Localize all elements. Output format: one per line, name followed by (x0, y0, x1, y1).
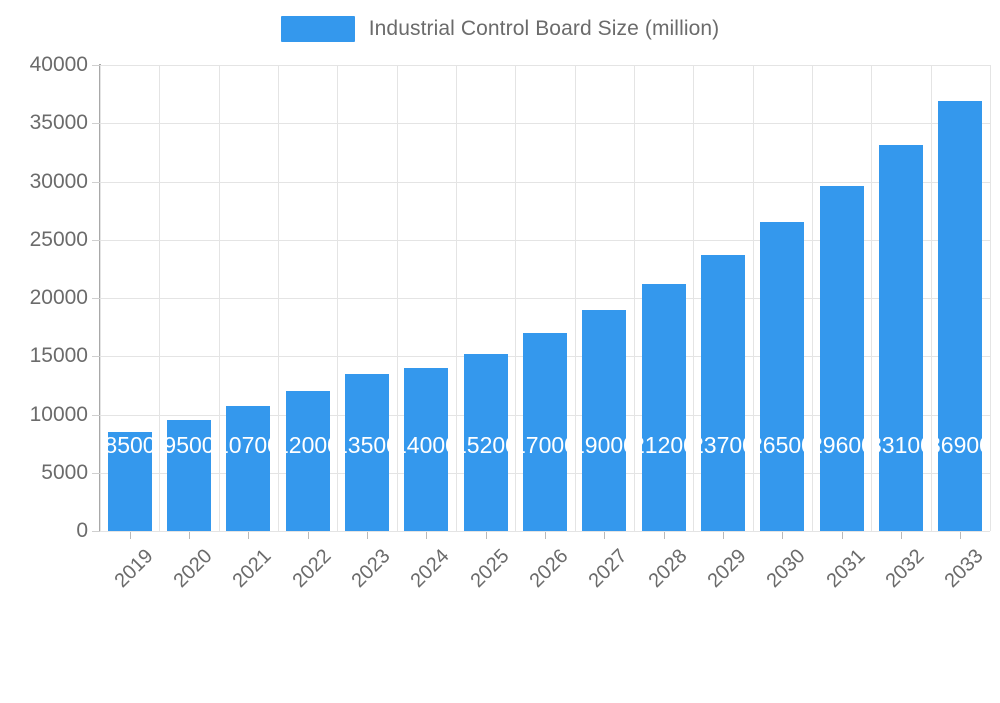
x-axis-tick-mark (664, 532, 665, 539)
gridline-vertical (515, 65, 516, 531)
y-axis-tick-label: 35000 (29, 111, 88, 135)
y-axis-tick-mark (92, 123, 100, 125)
gridline-vertical (397, 65, 398, 531)
gridline-vertical (219, 65, 220, 531)
gridline-vertical (871, 65, 872, 531)
plot-area: 8500 9500 10700 12000 13500 14000 15200 17000 19… (100, 65, 991, 532)
y-axis-tick-mark (92, 414, 100, 416)
gridline-horizontal (100, 65, 990, 66)
gridline-horizontal (100, 181, 990, 183)
x-axis-tick-mark (842, 532, 843, 539)
gridline-vertical (634, 65, 635, 531)
bar-value-label: 10700 (226, 431, 270, 458)
gridline-vertical (812, 65, 813, 531)
bar-2025[interactable]: 15200 (464, 353, 508, 531)
x-axis-tick-mark (723, 532, 724, 539)
bar-2021[interactable]: 10700 (226, 406, 270, 531)
bar-2026[interactable]: 17000 (523, 332, 567, 531)
x-axis-tick-mark (130, 532, 131, 539)
gridline-vertical (100, 65, 101, 531)
gridline-vertical (753, 65, 754, 531)
bar-2023[interactable]: 13500 (345, 373, 389, 531)
gridline-vertical (337, 65, 338, 531)
legend-item-industrial-control-board-size[interactable]: Industrial Control Board Size (million) (280, 16, 720, 42)
bar-2033[interactable]: 36900 (938, 101, 982, 531)
x-axis-tick-mark (901, 532, 902, 539)
x-axis-tick-mark (604, 532, 605, 539)
gridline-vertical (693, 65, 694, 531)
x-axis-tick-mark (426, 532, 427, 539)
y-axis-tick-mark (92, 65, 100, 66)
bar-2028[interactable]: 21200 (642, 284, 686, 531)
bar-value-label: 21200 (642, 431, 686, 458)
bar-2024[interactable]: 14000 (404, 367, 448, 531)
gridline-horizontal (100, 239, 990, 241)
gridline-vertical (456, 65, 457, 531)
y-axis-tick-mark (92, 239, 100, 241)
bar-2032[interactable]: 33100 (879, 145, 923, 531)
bar-value-label: 9500 (167, 431, 211, 458)
gridline-vertical (278, 65, 279, 531)
bar-chart: Industrial Control Board Size (million) … (0, 12, 1000, 592)
gridline-vertical (990, 65, 991, 531)
gridline-vertical (159, 65, 160, 531)
bar-value-label: 26500 (760, 431, 804, 458)
legend-label: Industrial Control Board Size (million) (368, 17, 720, 40)
bar-2030[interactable]: 26500 (760, 222, 804, 531)
y-axis-tick-mark (92, 472, 100, 474)
x-axis-tick-mark (308, 532, 309, 539)
x-axis-tick-mark (545, 532, 546, 539)
bar-2020[interactable]: 9500 (167, 420, 211, 531)
bar-value-label: 29600 (820, 431, 864, 458)
y-axis-tick-label: 0 (76, 519, 88, 542)
bar-value-label: 36900 (938, 431, 982, 458)
bar-value-label: 8500 (108, 431, 152, 458)
gridline-vertical (931, 65, 932, 531)
y-axis-tick-label: 10000 (29, 402, 88, 426)
bar-2022[interactable]: 12000 (286, 391, 330, 531)
gridline-horizontal (100, 123, 990, 125)
x-axis-tick-mark (248, 532, 249, 539)
x-axis-tick-mark (960, 532, 961, 539)
y-axis-tick-label: 30000 (29, 169, 88, 193)
legend-color-swatch (280, 16, 355, 42)
y-axis-tick-mark (92, 531, 100, 532)
chart-legend: Industrial Control Board Size (million) (0, 12, 1000, 46)
bar-2019[interactable]: 8500 (108, 431, 152, 531)
bar-2029[interactable]: 23700 (701, 254, 745, 531)
x-axis-tick-mark (189, 532, 190, 539)
bar-value-label: 15200 (464, 431, 508, 458)
y-axis-tick-label: 40000 (29, 53, 88, 76)
x-axis-tick-mark (782, 532, 783, 539)
bar-2027[interactable]: 19000 (582, 309, 626, 531)
bar-value-label: 14000 (404, 431, 448, 458)
x-axis-tick-mark (486, 532, 487, 539)
y-axis-tick-mark (92, 181, 100, 183)
gridline-vertical (575, 65, 576, 531)
y-axis-tick-mark (92, 298, 100, 299)
bar-value-label: 33100 (879, 431, 923, 458)
x-axis-tick-mark (367, 532, 368, 539)
bar-value-label: 13500 (345, 431, 389, 458)
bar-value-label: 17000 (523, 431, 567, 458)
y-axis-tick-label: 5000 (41, 460, 88, 484)
y-axis-tick-label: 15000 (29, 344, 88, 368)
bar-value-label: 12000 (286, 431, 330, 458)
bar-value-label: 23700 (701, 431, 745, 458)
gridline-horizontal (100, 298, 990, 299)
bar-value-label: 19000 (582, 431, 626, 458)
y-axis-tick-label: 20000 (29, 286, 88, 309)
gridline-horizontal (100, 531, 990, 532)
y-axis-tick-mark (92, 356, 100, 358)
bar-2031[interactable]: 29600 (820, 186, 864, 531)
y-axis-tick-label: 25000 (29, 227, 88, 251)
